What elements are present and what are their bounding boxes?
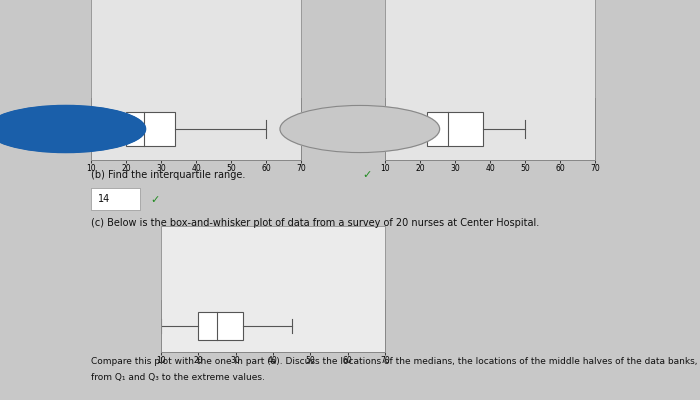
Bar [126, 112, 175, 146]
Circle shape [0, 106, 146, 152]
Text: (b) Find the interquartile range.: (b) Find the interquartile range. [91, 170, 246, 180]
Text: Compare this plot with the one in part (a). Discuss the locations of the medians: Compare this plot with the one in part (… [91, 357, 700, 366]
Text: from Q₁ and Q₃ to the extreme values.: from Q₁ and Q₃ to the extreme values. [91, 373, 265, 382]
Bar [427, 112, 483, 146]
Bar [198, 312, 243, 340]
Text: ✓: ✓ [150, 195, 160, 205]
Circle shape [280, 106, 440, 152]
Text: ✓: ✓ [363, 170, 372, 180]
Text: (c) Below is the box-and-whisker plot of data from a survey of 20 nurses at Cent: (c) Below is the box-and-whisker plot of… [91, 218, 539, 228]
Text: 14: 14 [98, 194, 111, 204]
Circle shape [0, 106, 146, 152]
